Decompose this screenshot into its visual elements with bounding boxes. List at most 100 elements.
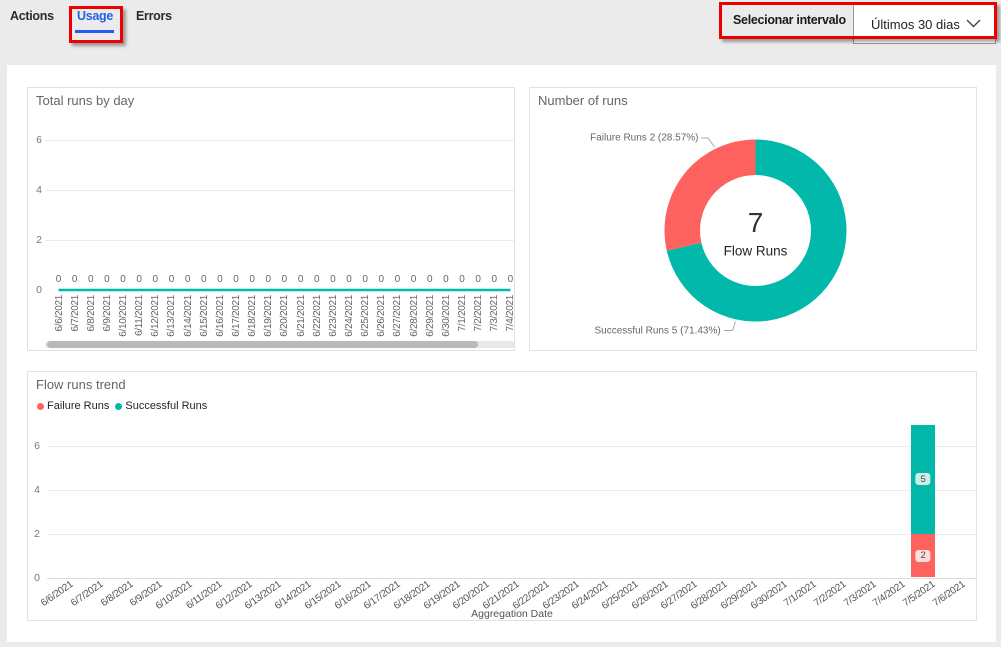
donut-callout-successful-runs: Successful Runs 5 (71.43%) [594,325,721,336]
x-axis-date-label: 6/28/2021 [408,295,420,337]
selected-tab-underline [75,30,114,33]
donut-slice-failure-runs[interactable] [664,139,756,251]
total-runs-plot-area: 0 2 4 6 0 6/6/2021 0 6/7/2021 0 6/8/2021 0 6/9/2021… [28,88,514,350]
x-axis-date-label: 7/1/2021 [782,579,819,609]
interval-dropdown[interactable]: Últimos 30 dias [853,4,996,44]
tab-actions[interactable]: Actions [10,9,54,23]
callout-leader-line [724,321,736,331]
data-label: 0 [313,273,320,285]
donut-center-label: Flow Runs [723,243,788,258]
data-label: 0 [136,273,142,285]
x-axis-date-label: 6/20/2021 [279,295,291,337]
x-axis-date-label: 6/16/2021 [214,295,226,337]
data-label: 0 [104,273,110,285]
y-axis-tick-6: 6 [36,134,42,147]
x-axis-date-label: 6/23/2021 [327,295,339,337]
flow-trend-legend: Failure Runs Successful Runs [37,400,213,412]
bar-value-badge-success: 5 [915,473,931,486]
y-axis-tick-0: 0 [34,571,40,584]
x-axis-date-label: 6/6/2021 [53,295,65,332]
data-label: 0 [410,273,417,285]
x-axis-line [47,578,976,579]
y-axis-tick-4: 4 [36,184,42,197]
data-label: 0 [507,273,514,285]
x-axis-date-label: 7/3/2021 [489,295,501,332]
x-axis-date-label: 6/6/2021 [39,579,76,609]
legend-item-failure-runs[interactable]: Failure Runs [37,400,109,412]
data-label: 0 [87,273,94,285]
chart-total-runs-by-day: Total runs by day 0 2 4 6 0 6/6/2021 0 6/7/2021… [27,87,515,351]
donut-slice-successful-runs[interactable] [666,139,847,322]
gridline-y2 [45,240,514,242]
x-axis-date-label: 6/30/2021 [440,295,452,337]
x-axis-date-label: 6/9/2021 [101,295,113,332]
x-axis-date-label: 7/5/2021 [901,579,938,609]
legend-label: Failure Runs [47,400,110,412]
data-label: 0 [55,273,62,285]
x-axis-date-label: 6/27/2021 [392,295,404,337]
data-label: 0 [71,273,78,285]
x-axis-date-label: 6/7/2021 [69,579,106,609]
x-axis-date-label: 7/2/2021 [812,579,849,609]
x-axis-date-label: 7/3/2021 [841,579,879,609]
data-label: 0 [362,273,368,285]
donut-callout-failure-runs: Failure Runs 2 (28.57%) [590,132,699,144]
y-axis-tick-2: 2 [34,527,40,540]
x-axis-date-label: 6/24/2021 [344,295,356,337]
x-axis-date-label: 6/18/2021 [247,295,259,337]
data-label: 0 [491,273,498,285]
number-of-runs-plot-area: Failure Runs 2 (28.57%) Successful Runs 5… [530,88,976,350]
data-label: 0 [443,273,449,285]
x-axis-date-label: 7/2/2021 [473,295,485,332]
gridline-y6 [45,140,514,142]
chart-number-of-runs: Number of runs Failure Runs 2 (28.57%) Su… [529,87,977,351]
tab-errors[interactable]: Errors [136,9,172,23]
donut-center-value: 7 [747,207,764,238]
x-axis-date-label: 6/14/2021 [182,295,194,337]
y-axis-tick-6: 6 [34,440,40,453]
interval-dropdown-value: Últimos 30 dias [871,16,960,32]
chart-title-number-of-runs: Number of runs [538,93,628,108]
data-label: 0 [378,273,385,285]
x-axis-date-label: 6/17/2021 [231,295,243,337]
x-axis-date-label: 7/6/2021 [930,579,968,609]
data-label: 0 [249,273,255,285]
data-label: 0 [184,273,191,285]
gridline-y6 [47,446,976,448]
data-label: 0 [120,273,126,285]
x-axis-title: Aggregation Date [471,608,553,620]
x-axis-date-label: 6/26/2021 [376,295,388,337]
x-axis-date-label: 6/25/2021 [360,295,372,337]
data-label: 0 [265,273,272,285]
tab-usage[interactable]: Usage [77,9,114,23]
legend-label: Successful Runs [125,400,208,412]
interval-picker-label: Selecionar intervalo [733,13,846,27]
chart-flow-runs-trend: Flow runs trend Failure Runs Successful R… [27,371,977,621]
data-label: 0 [297,273,304,285]
data-label: 0 [168,273,175,285]
total-runs-line-svg [58,288,511,292]
data-label: 0 [459,273,465,285]
data-label: 0 [200,273,207,285]
data-label: 0 [394,273,401,285]
x-axis-date-label: 6/12/2021 [150,295,162,337]
x-axis-date-label: 6/22/2021 [311,295,323,337]
data-label: 0 [152,273,159,285]
data-label: 0 [330,273,336,285]
x-axis-date-label: 6/8/2021 [98,579,136,609]
number-of-runs-donut-svg [664,137,847,331]
bar-value-badge-failure: 2 [915,549,931,562]
x-axis-date-label: 6/11/2021 [134,295,146,337]
chart-title-total-runs: Total runs by day [36,93,135,108]
y-axis-tick-2: 2 [36,234,42,247]
x-axis-date-label: 7/4/2021 [505,295,515,332]
gridline-y2 [47,533,976,535]
data-label: 0 [346,273,352,285]
scrollbar-thumb[interactable] [47,341,478,348]
gridline-y4 [47,490,976,492]
x-axis-date-label: 7/1/2021 [457,295,468,332]
x-axis-date-label: 6/15/2021 [198,295,210,337]
legend-item-successful-runs[interactable]: Successful Runs [115,400,207,412]
x-axis-date-label: 6/21/2021 [295,295,307,337]
